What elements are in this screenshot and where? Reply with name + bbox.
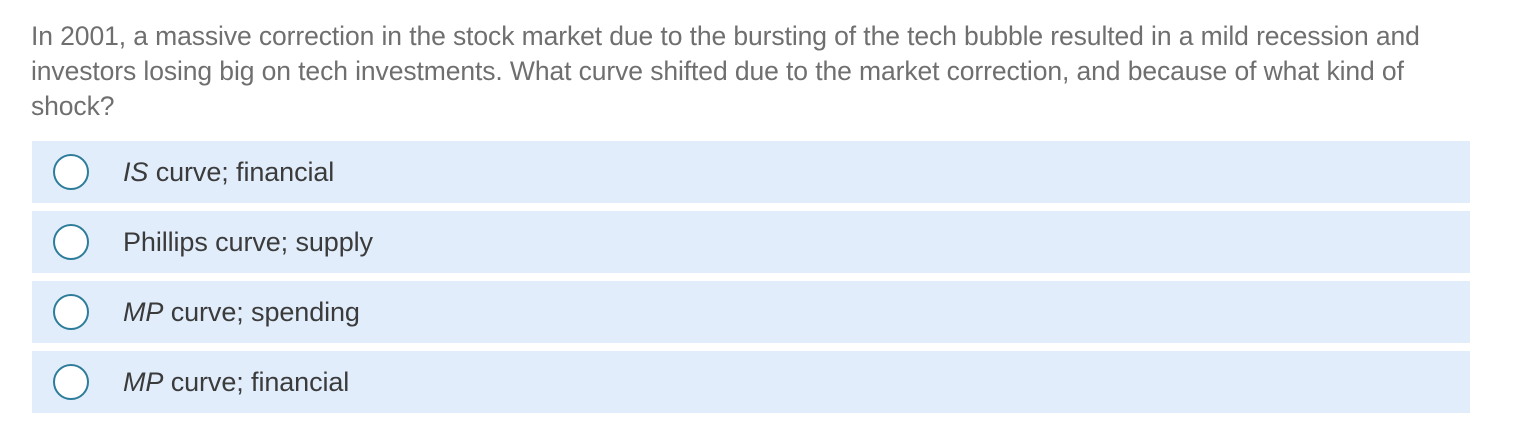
- answer-option-b[interactable]: Phillips curve; supply: [32, 211, 1470, 273]
- answer-option-c-label: MP curve; spending: [123, 296, 1470, 328]
- answer-options-list: IS curve; financial Phillips curve; supp…: [32, 141, 1470, 413]
- answer-option-d-rest: curve; financial: [163, 367, 350, 397]
- radio-unselected-icon[interactable]: [53, 364, 89, 400]
- answer-option-c[interactable]: MP curve; spending: [32, 281, 1470, 343]
- radio-unselected-icon[interactable]: [53, 294, 89, 330]
- answer-option-b-rest: Phillips curve; supply: [123, 227, 373, 257]
- answer-option-c-rest: curve; spending: [163, 297, 360, 327]
- radio-unselected-icon[interactable]: [53, 224, 89, 260]
- radio-unselected-icon[interactable]: [53, 154, 89, 190]
- answer-option-d-emphasis: MP: [123, 367, 164, 397]
- answer-option-d-label: MP curve; financial: [123, 366, 1470, 398]
- question-prompt: In 2001, a massive correction in the sto…: [31, 21, 1420, 121]
- answer-option-a-rest: curve; financial: [148, 157, 335, 187]
- answer-option-a-emphasis: IS: [123, 157, 149, 187]
- answer-option-b-label: Phillips curve; supply: [123, 226, 1470, 258]
- answer-option-a-label: IS curve; financial: [123, 156, 1470, 188]
- answer-option-d[interactable]: MP curve; financial: [32, 351, 1470, 413]
- answer-option-a[interactable]: IS curve; financial: [32, 141, 1470, 203]
- answer-option-c-emphasis: MP: [123, 297, 164, 327]
